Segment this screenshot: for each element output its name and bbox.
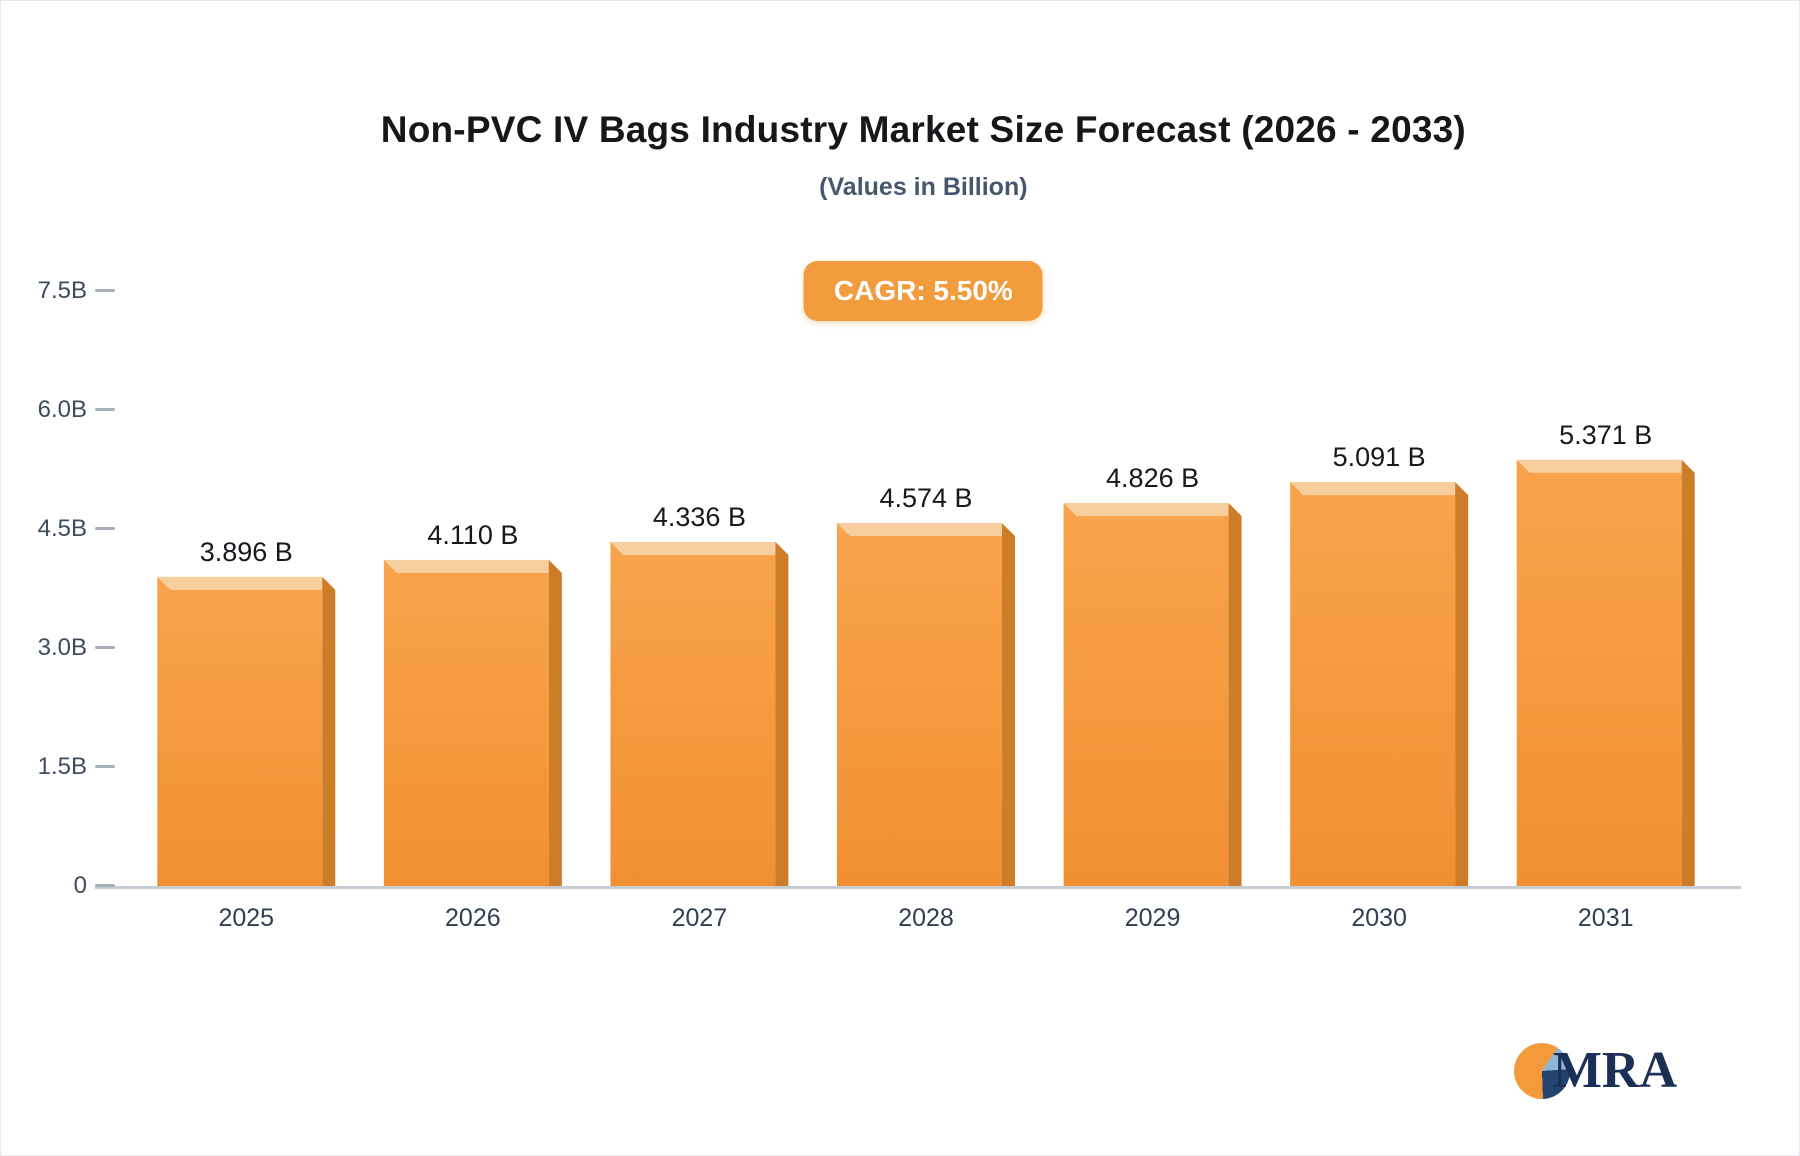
- bar-front-face: [157, 576, 323, 886]
- bar-2031: 5.371 B: [1516, 420, 1695, 886]
- bar-top-face: [157, 576, 336, 590]
- bar-2030: 5.091 B: [1290, 442, 1469, 886]
- bar-top-face: [1516, 459, 1695, 473]
- bar-top-face: [1063, 503, 1242, 517]
- mra-logo-text: MRA: [1552, 1042, 1677, 1099]
- bar-front-face: [837, 523, 1002, 886]
- y-tick-mark: [95, 408, 115, 411]
- bar-top-face: [383, 559, 562, 573]
- bar-front-face: [383, 559, 549, 886]
- y-tick-label-0: 0: [73, 872, 87, 899]
- bar-side-face: [775, 542, 789, 886]
- bar-side-face: [1002, 523, 1015, 886]
- mra-logo-pie-icon: [1513, 1043, 1570, 1099]
- bar-value-label: 4.574 B: [879, 483, 972, 513]
- bar-value-label: 5.371 B: [1559, 420, 1652, 450]
- x-tick-label-2027: 2027: [671, 904, 728, 932]
- bar-side-face: [322, 576, 336, 886]
- x-tick-label-2025: 2025: [218, 904, 275, 932]
- y-tick-mark: [95, 884, 115, 887]
- bar-2025: 3.896 B: [157, 537, 336, 886]
- bar-2028: 4.574 B: [837, 483, 1015, 886]
- bar-side-face: [1228, 503, 1242, 886]
- bar-front-face: [1063, 503, 1229, 886]
- cagr-badge: CAGR: 5.50%: [803, 261, 1043, 321]
- y-tick-mark: [95, 646, 115, 649]
- y-tick-mark: [95, 289, 115, 292]
- bar-value-label: 4.336 B: [653, 502, 746, 532]
- bar-front-face: [1290, 482, 1456, 886]
- bar-top-face: [610, 542, 789, 556]
- bar-2027: 4.336 B: [610, 502, 789, 886]
- y-tick-label-7.5B: 7.5B: [37, 277, 87, 304]
- bar-front-face: [610, 542, 776, 886]
- bar-2029: 4.826 B: [1063, 463, 1242, 886]
- bar-top-face: [1290, 482, 1469, 496]
- bar-side-face: [548, 559, 562, 886]
- bar-top-face: [837, 523, 1015, 537]
- mra-logo: MRA: [1513, 1042, 1677, 1099]
- x-tick-label-2029: 2029: [1124, 904, 1181, 932]
- y-tick-mark: [95, 765, 115, 768]
- x-tick-label-2031: 2031: [1577, 904, 1634, 932]
- x-tick-label-2030: 2030: [1351, 904, 1407, 932]
- bar-value-label: 3.896 B: [200, 537, 293, 567]
- x-tick-label-2026: 2026: [445, 904, 501, 932]
- y-tick-label-3.0B: 3.0B: [37, 634, 87, 661]
- bar-side-face: [1455, 482, 1469, 886]
- bar-2026: 4.110 B: [383, 520, 562, 886]
- bar-value-label: 4.826 B: [1106, 463, 1199, 493]
- bar-value-label: 4.110 B: [427, 520, 518, 550]
- chart-subtitle: (Values in Billion): [819, 173, 1028, 201]
- bar-value-label: 5.091 B: [1333, 442, 1426, 472]
- bar-front-face: [1516, 459, 1682, 886]
- x-axis-line: [95, 886, 1741, 889]
- y-tick-label-4.5B: 4.5B: [37, 515, 87, 542]
- chart-title: Non-PVC IV Bags Industry Market Size For…: [380, 109, 1466, 150]
- bar-chart-plot: 3.896 B 4.110 B 4.336 B 4.574 B 4.826 B 5.091…: [95, 420, 1741, 889]
- x-axis: 2025 2026 2027 2028 2029 2030 2031: [111, 904, 1741, 944]
- y-tick-label-6.0B: 6.0B: [37, 396, 87, 423]
- bar-side-face: [1681, 459, 1695, 886]
- x-tick-label-2028: 2028: [898, 904, 954, 932]
- y-tick-label-1.5B: 1.5B: [37, 753, 87, 780]
- y-tick-mark: [95, 527, 115, 530]
